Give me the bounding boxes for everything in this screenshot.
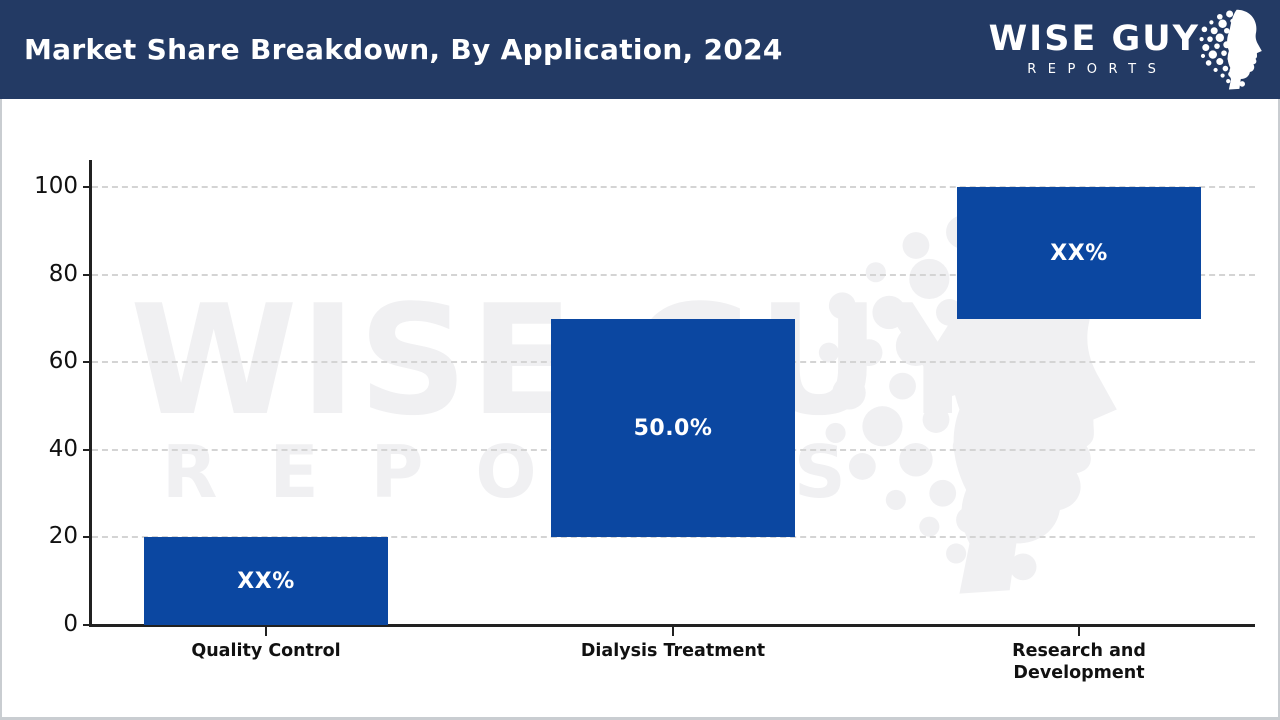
chart-title: Market Share Breakdown, By Application, … <box>24 33 783 66</box>
bar-dialysis-treatment: 50.0% <box>551 318 795 538</box>
gridline-100 <box>92 186 1255 189</box>
logo-wordmark: WISE GUY <box>988 19 1200 59</box>
y-tick-60 <box>83 361 92 364</box>
y-tick-label-20: 20 <box>48 523 78 550</box>
x-tick-1 <box>672 627 674 636</box>
wiseguy-logo-text: WISE GUY REPORTS <box>988 19 1200 78</box>
logo-subtext: REPORTS <box>1027 62 1168 77</box>
wiseguy-logo: WISE GUY REPORTS <box>989 9 1266 91</box>
y-axis-line <box>89 160 92 627</box>
category-label-0: Quality Control <box>191 641 341 661</box>
y-tick-40 <box>83 448 92 451</box>
y-tick-80 <box>83 273 92 276</box>
x-tick-2 <box>1078 627 1080 636</box>
wiseguy-head-icon <box>1199 9 1262 90</box>
gridline-20 <box>92 536 1255 539</box>
gridline-80 <box>92 273 1255 276</box>
bar-value-label: XX% <box>1050 240 1108 266</box>
y-tick-label-60: 60 <box>48 348 78 375</box>
bar-research-and-development: XX% <box>957 187 1201 319</box>
x-tick-0 <box>265 627 267 636</box>
y-tick-0 <box>83 624 92 626</box>
y-tick-label-0: 0 <box>63 611 78 637</box>
y-tick-label-40: 40 <box>48 435 78 462</box>
y-tick-20 <box>83 536 92 539</box>
bar-value-label: XX% <box>237 568 295 594</box>
header-bar: Market Share Breakdown, By Application, … <box>0 0 1280 99</box>
category-label-1: Dialysis Treatment <box>580 641 766 661</box>
y-tick-label-80: 80 <box>48 260 78 287</box>
bar-quality-control: XX% <box>144 537 388 625</box>
bar-value-label: 50.0% <box>633 415 713 441</box>
y-tick-100 <box>83 186 92 189</box>
y-tick-label-100: 100 <box>34 173 78 200</box>
x-axis-line <box>89 624 1255 627</box>
category-label-2: Research and Development <box>1012 641 1146 683</box>
